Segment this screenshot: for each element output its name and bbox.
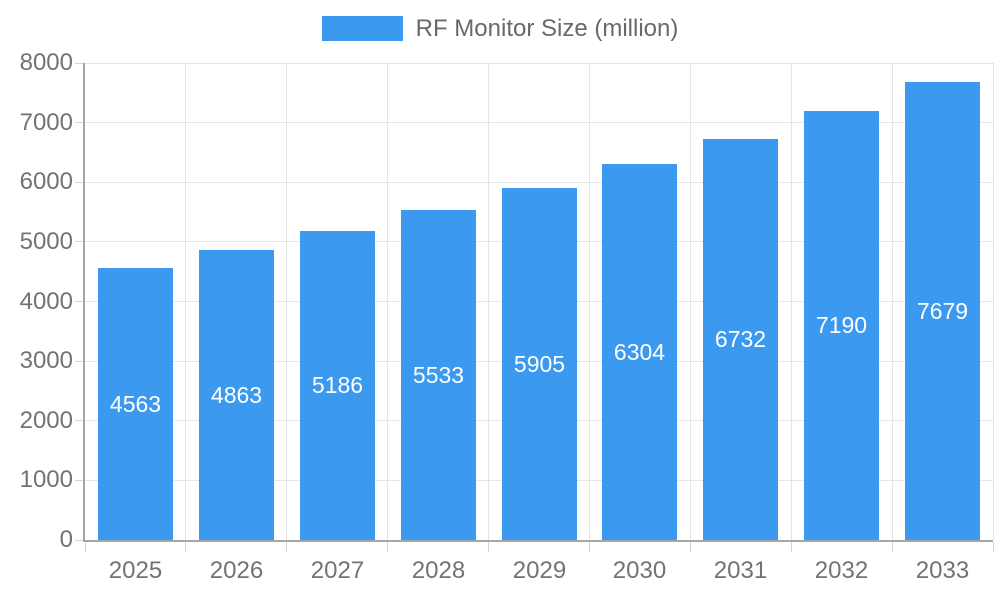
- x-axis-tick: [84, 542, 86, 552]
- gridline-vertical: [286, 63, 288, 540]
- bar-value-label: 7190: [815, 312, 868, 338]
- legend-item[interactable]: RF Monitor Size (million): [321, 15, 679, 42]
- x-axis-label: 2029: [512, 557, 567, 584]
- x-axis-label: 2032: [814, 557, 869, 584]
- bar: 7679: [905, 82, 980, 540]
- gridline-vertical: [689, 63, 691, 540]
- bar-value-label: 7679: [916, 297, 969, 324]
- y-axis-label: 3000: [19, 347, 73, 375]
- bar-value-label: 5533: [412, 361, 465, 388]
- legend: RF Monitor Size (million): [0, 16, 1000, 41]
- bar: 5186: [300, 231, 375, 540]
- gridline-vertical: [790, 63, 792, 540]
- y-axis-label: 2000: [19, 406, 73, 434]
- bar-value-label: 5186: [311, 372, 364, 398]
- y-axis-tick: [75, 301, 84, 302]
- x-axis-label: 2028: [411, 557, 466, 584]
- x-axis-label: 2025: [108, 557, 163, 584]
- y-axis-tick: [75, 420, 84, 422]
- x-axis-label: 2027: [310, 557, 365, 584]
- gridline-horizontal: [85, 122, 993, 124]
- bar: 6304: [602, 164, 677, 540]
- x-axis-label: 2026: [209, 557, 264, 584]
- y-axis-tick: [75, 122, 84, 124]
- legend-label: RF Monitor Size (million): [415, 15, 679, 42]
- gridline-vertical: [992, 63, 994, 540]
- x-axis-tick: [588, 542, 590, 552]
- bar-value-label: 6732: [714, 326, 767, 352]
- x-axis-tick: [891, 542, 893, 552]
- y-axis-line: [83, 63, 85, 542]
- bar: 6732: [703, 139, 778, 540]
- x-axis-tick: [185, 542, 187, 552]
- x-axis-tick: [387, 542, 389, 552]
- y-axis-tick: [75, 479, 84, 481]
- y-axis-label: 5000: [19, 227, 73, 255]
- x-axis-label: 2031: [713, 557, 768, 584]
- x-axis-label: 2033: [915, 557, 970, 584]
- bar-value-label: 4863: [210, 381, 263, 408]
- bar: 4563: [98, 268, 173, 540]
- bar: 5905: [502, 188, 577, 540]
- x-axis-line: [83, 540, 993, 542]
- y-axis-label: 0: [59, 526, 73, 553]
- y-axis-tick: [75, 241, 84, 243]
- y-axis-label: 7000: [19, 108, 73, 136]
- x-axis-label: 2030: [612, 557, 667, 584]
- x-axis-tick: [992, 542, 994, 552]
- x-axis-tick: [689, 542, 691, 552]
- y-axis-label: 8000: [19, 49, 73, 76]
- bar-value-label: 4563: [109, 390, 162, 417]
- bar: 5533: [401, 210, 476, 540]
- y-axis-label: 1000: [19, 466, 73, 494]
- bar: 4863: [199, 250, 274, 540]
- bar-value-label: 5905: [513, 350, 566, 377]
- gridline-vertical: [891, 63, 893, 540]
- legend-swatch: [321, 16, 403, 41]
- y-axis-tick: [75, 181, 84, 183]
- gridline-horizontal: [85, 181, 993, 183]
- bar: 7190: [804, 111, 879, 540]
- y-axis-tick: [75, 360, 84, 362]
- gridline-vertical: [387, 63, 389, 540]
- y-axis-label: 6000: [19, 168, 73, 196]
- y-axis-tick: [75, 539, 84, 541]
- y-axis-label: 4000: [19, 287, 73, 315]
- x-axis-tick: [790, 542, 792, 552]
- bar-value-label: 6304: [613, 338, 666, 365]
- y-axis-tick: [75, 62, 84, 64]
- gridline-horizontal: [85, 62, 993, 64]
- gridline-vertical: [488, 63, 490, 540]
- gridline-vertical: [588, 63, 590, 540]
- x-axis-tick: [488, 542, 490, 552]
- gridline-vertical: [185, 63, 187, 540]
- x-axis-tick: [286, 542, 288, 552]
